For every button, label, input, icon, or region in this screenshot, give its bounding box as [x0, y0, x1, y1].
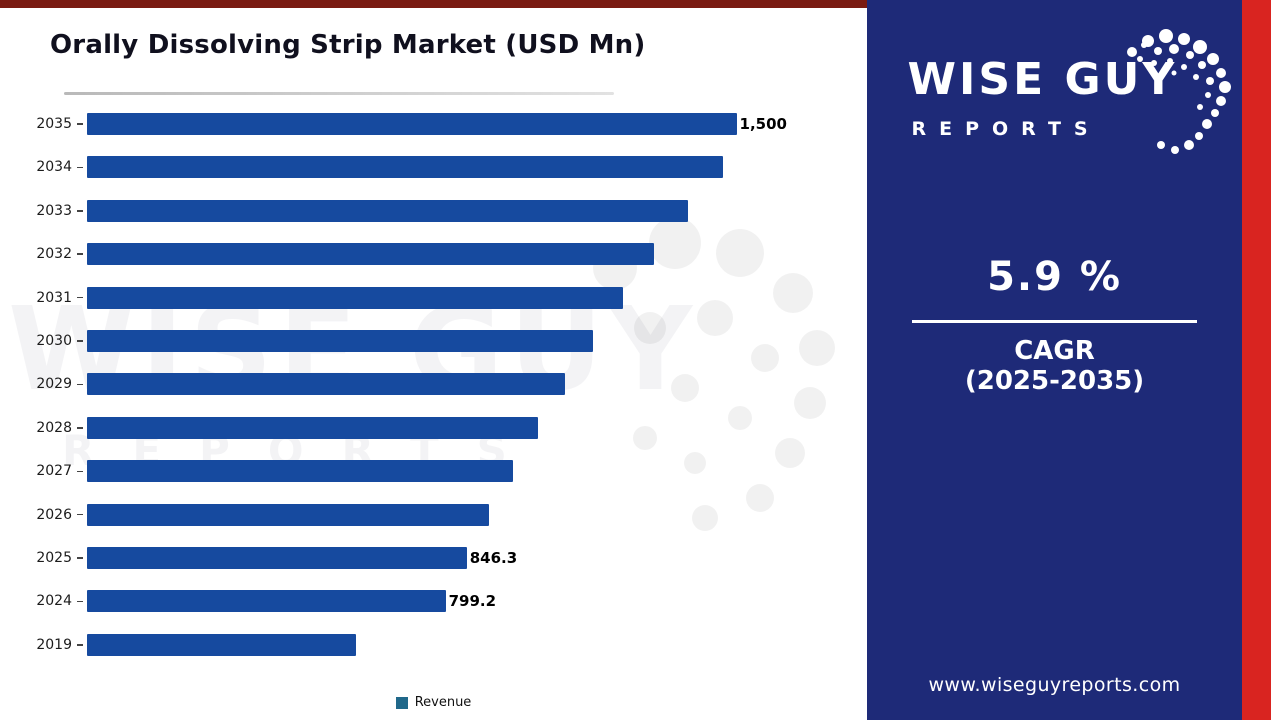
chart-panel: WISE GUY REPORTS Orally Dissolving Strip… [0, 8, 867, 720]
logo-head-icon [1126, 29, 1231, 154]
bar-track [87, 503, 787, 526]
bar-value-label: 846.3 [469, 549, 518, 568]
bar-row: 2028 [22, 416, 842, 440]
y-axis-label: 2031 [36, 289, 72, 306]
bar-row: 2027 [22, 459, 842, 483]
title-divider [64, 92, 614, 95]
bar-row: 2033 [22, 199, 842, 223]
revenue-bar[interactable] [87, 590, 446, 613]
revenue-bar[interactable] [87, 330, 593, 353]
y-axis-label: 2025 [36, 550, 72, 567]
bar-track: 1,500 [87, 113, 787, 135]
cagr-value: 5.9 % [987, 254, 1122, 300]
legend-swatch [395, 696, 408, 709]
y-axis-tick [77, 210, 83, 212]
y-axis-label: 2030 [36, 333, 72, 350]
bar-track [87, 199, 787, 222]
bar-rows: 2035 1,500 2034 2033 2032 2031 2030 2029 2028 202… [22, 112, 842, 657]
revenue-bar[interactable] [87, 503, 490, 526]
bar-track [87, 460, 787, 483]
cagr-divider [912, 320, 1197, 323]
y-axis-label: 2027 [36, 463, 72, 480]
revenue-bar[interactable] [87, 199, 688, 222]
y-axis-tick [77, 296, 83, 299]
y-axis-label: 2035 [36, 116, 72, 132]
chart-legend[interactable]: Revenue [0, 695, 867, 710]
revenue-bar[interactable] [87, 113, 737, 135]
y-axis-label: 2024 [36, 593, 72, 610]
bar-track: 846.3 [87, 547, 787, 570]
bar-row: 2026 [22, 503, 842, 527]
y-axis-label: 2032 [36, 246, 72, 263]
revenue-bar[interactable] [87, 286, 623, 309]
bar-track [87, 416, 787, 439]
bar-track [87, 373, 787, 396]
y-axis-label: 2034 [36, 159, 72, 176]
revenue-bar[interactable] [87, 156, 724, 179]
bar-row: 2032 [22, 242, 842, 266]
y-axis-tick [77, 513, 83, 516]
y-axis-tick [77, 427, 83, 429]
bar-value-label: 799.2 [448, 592, 497, 611]
cagr-range: (2025-2035) [964, 365, 1145, 396]
right-accent-strip [1242, 0, 1271, 720]
bar-row: 2029 [22, 372, 842, 396]
bar-row: 2035 1,500 [22, 112, 842, 136]
bar-track [87, 286, 787, 309]
y-axis-label: 2029 [36, 376, 72, 393]
logo-subtitle: REPORTS [911, 118, 1101, 140]
revenue-bar[interactable] [87, 460, 513, 483]
y-axis-tick [77, 557, 83, 559]
y-axis-label: 2026 [36, 506, 72, 523]
y-axis-tick [77, 383, 83, 386]
brand-logo: WISE GUY REPORTS [890, 29, 1231, 166]
bar-row: 2019 [22, 633, 842, 657]
legend-label: Revenue [414, 695, 472, 710]
website-link[interactable]: www.wiseguyreports.com [928, 674, 1181, 696]
top-accent-strip [0, 0, 867, 8]
bar-row: 2031 [22, 286, 842, 310]
y-axis-tick [77, 644, 83, 646]
bar-row: 2024 799.2 [22, 589, 842, 613]
y-axis-label: 2019 [36, 636, 72, 653]
bar-track [87, 243, 787, 266]
revenue-bar[interactable] [87, 373, 565, 396]
info-panel: WISE GUY REPORTS [867, 0, 1271, 720]
bar-track: 799.2 [87, 590, 787, 613]
bar-track [87, 633, 787, 656]
bar-row: 2030 [22, 329, 842, 353]
revenue-bar[interactable] [87, 633, 357, 656]
bar-value-label: 1,500 [739, 115, 787, 133]
y-axis-tick [77, 253, 83, 255]
cagr-label: CAGR [1014, 336, 1095, 366]
bar-track [87, 330, 787, 353]
y-axis-label: 2028 [36, 419, 72, 436]
chart-title: Orally Dissolving Strip Market (USD Mn) [50, 30, 646, 60]
cagr-block: 5.9 % CAGR (2025-2035) [912, 254, 1197, 397]
revenue-bar[interactable] [87, 243, 655, 266]
y-axis-tick [77, 166, 83, 169]
y-axis-label: 2033 [36, 202, 72, 219]
bar-row: 2034 [22, 155, 842, 179]
revenue-bar[interactable] [87, 547, 467, 570]
bar-track [87, 156, 787, 179]
y-axis-tick [77, 123, 83, 125]
y-axis-tick [77, 340, 83, 342]
bar-row: 2025 846.3 [22, 546, 842, 570]
y-axis-tick [77, 470, 83, 472]
revenue-bar[interactable] [87, 416, 538, 439]
logo-wordmark: WISE GUY [907, 54, 1178, 105]
y-axis-tick [77, 600, 83, 603]
